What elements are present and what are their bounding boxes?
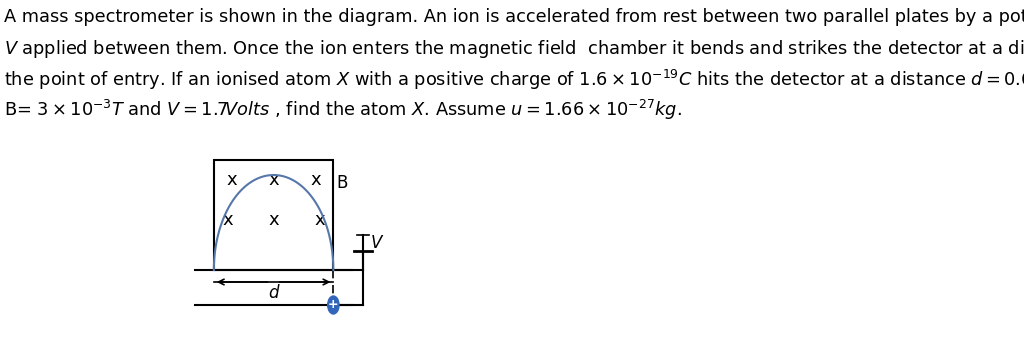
Circle shape <box>328 296 339 314</box>
Text: the point of entry. If an ionised atom $X$ with a positive charge of $1.6 \times: the point of entry. If an ionised atom $… <box>4 68 1024 92</box>
Text: B= $3 \times 10^{-3}T$ and $V = 1.7 Volts$ , find the atom $X$. Assume $u = 1.66: B= $3 \times 10^{-3}T$ and $V = 1.7 Volt… <box>4 98 682 122</box>
Bar <box>214 160 334 270</box>
Text: $V$ applied between them. Once the ion enters the magnetic field  chamber it ben: $V$ applied between them. Once the ion e… <box>4 38 1024 60</box>
Text: +: + <box>328 298 339 311</box>
Text: x: x <box>226 171 237 189</box>
Text: x: x <box>268 171 279 189</box>
Text: x: x <box>268 211 279 229</box>
Text: x: x <box>310 171 322 189</box>
Text: x: x <box>314 211 325 229</box>
Text: x: x <box>222 211 233 229</box>
Text: V: V <box>371 234 383 252</box>
Text: d: d <box>268 284 279 302</box>
Text: B: B <box>336 174 347 192</box>
Text: A mass spectrometer is shown in the diagram. An ion is accelerated from rest bet: A mass spectrometer is shown in the diag… <box>4 8 1024 26</box>
